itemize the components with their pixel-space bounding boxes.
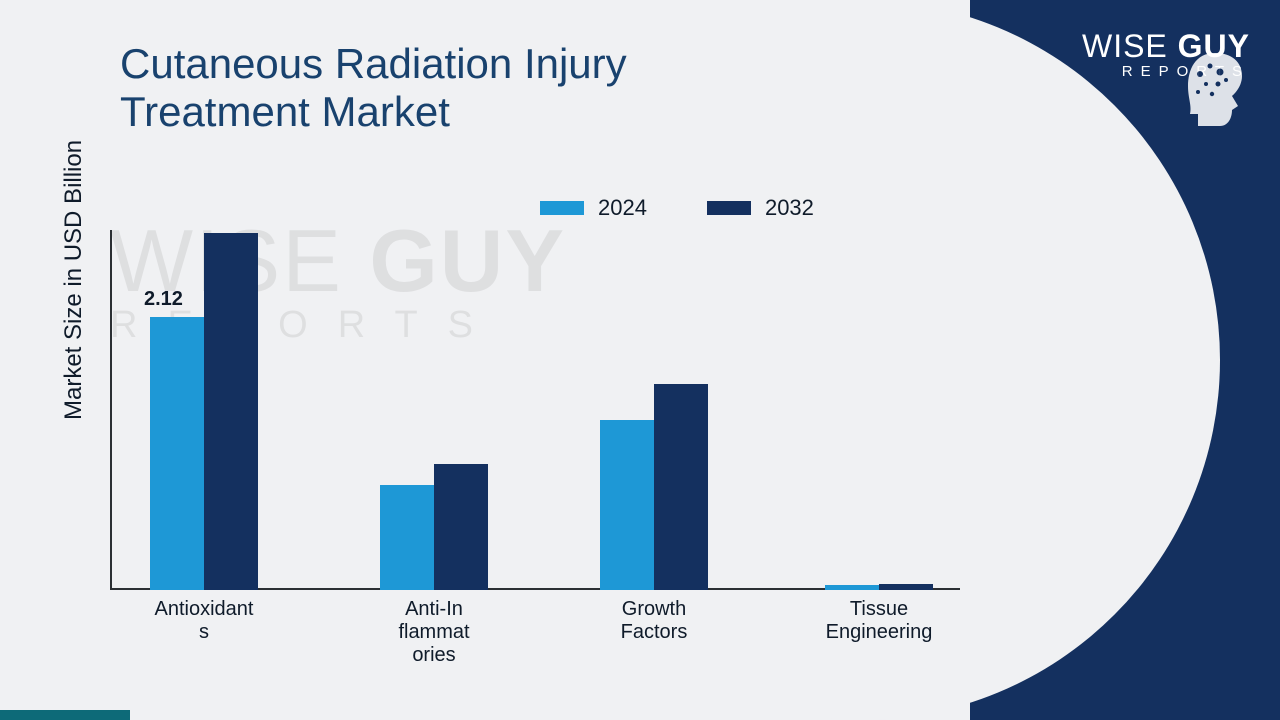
bar xyxy=(204,233,258,590)
category-label: Anti-Inflammatories xyxy=(354,598,514,667)
bottom-accent-bar xyxy=(0,710,130,720)
bar-chart: Antioxidants2.12Anti-InflammatoriesGrowt… xyxy=(110,230,960,590)
legend-swatch-2024 xyxy=(540,201,584,215)
value-label: 2.12 xyxy=(144,288,183,311)
bar xyxy=(434,464,488,590)
legend-item-2032: 2032 xyxy=(707,195,814,221)
y-axis-line xyxy=(110,230,112,590)
category-label: GrowthFactors xyxy=(574,598,734,644)
bar xyxy=(150,317,204,590)
bar xyxy=(380,485,434,590)
bar xyxy=(825,585,879,590)
chart-title: Cutaneous Radiation Injury Treatment Mar… xyxy=(120,40,760,137)
legend: 2024 2032 xyxy=(540,195,814,221)
legend-label-2024: 2024 xyxy=(598,195,647,221)
category-label: Antioxidants xyxy=(124,598,284,644)
bar-group xyxy=(150,233,258,590)
bar xyxy=(879,584,933,590)
bar xyxy=(654,384,708,590)
bar-group xyxy=(825,584,933,590)
legend-swatch-2032 xyxy=(707,201,751,215)
bar-group xyxy=(600,384,708,590)
legend-label-2032: 2032 xyxy=(765,195,814,221)
y-axis-label: Market Size in USD Billion xyxy=(60,140,88,420)
bar-group xyxy=(380,464,488,590)
legend-item-2024: 2024 xyxy=(540,195,647,221)
bar xyxy=(600,420,654,590)
category-label: TissueEngineering xyxy=(799,598,959,644)
